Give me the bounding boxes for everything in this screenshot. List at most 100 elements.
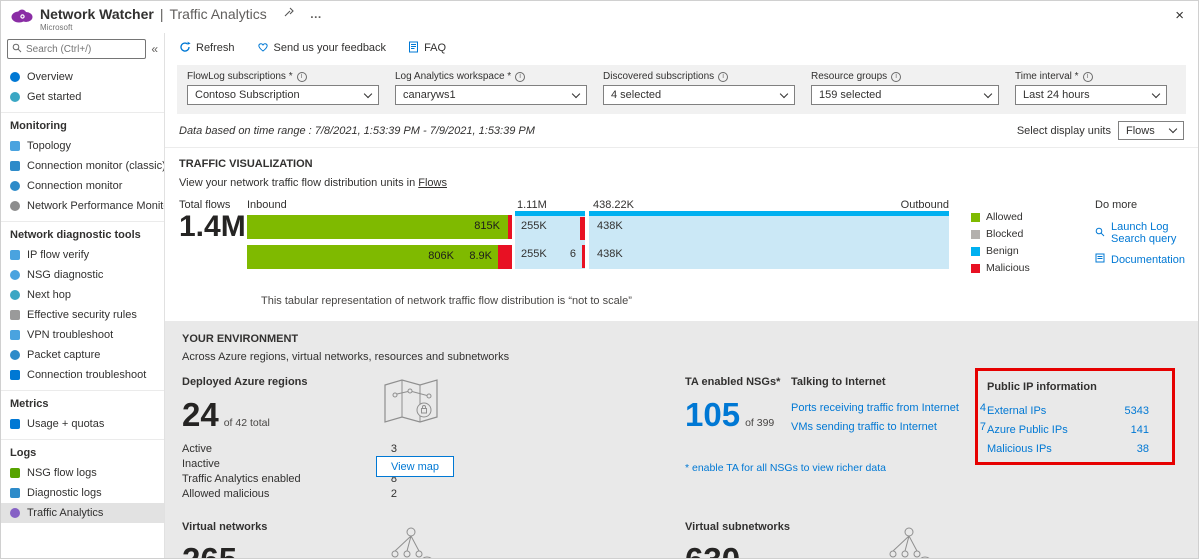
outbound-label: Outbound xyxy=(900,199,949,211)
effective-security-rules-icon xyxy=(10,310,20,320)
faq-button[interactable]: FAQ xyxy=(408,41,446,56)
inbound-row2-malicious-value: 8.9K xyxy=(469,250,492,262)
search-input[interactable] xyxy=(26,43,142,55)
title-block: Network Watcher | Traffic Analytics … Mi… xyxy=(40,6,322,32)
inbound-row2-malicious-segment xyxy=(498,245,512,269)
feedback-button[interactable]: Send us your feedback xyxy=(257,41,386,56)
sidebar-item-traffic-analytics[interactable]: Traffic Analytics xyxy=(1,503,164,523)
log-analytics-workspace-dropdown[interactable]: canaryws1 xyxy=(395,85,587,105)
display-units-label: Select display units xyxy=(1016,124,1111,137)
virtual-subnetworks-card: Virtual subnetworks 630 total xyxy=(685,521,790,558)
filter-bar: FlowLog subscriptions * i Contoso Subscri… xyxy=(177,65,1186,114)
legend-item-malicious: Malicious xyxy=(971,262,1030,274)
ta-enable-note: * enable TA for all NSGs to view richer … xyxy=(685,462,886,474)
total-flows-label: Total flows xyxy=(179,199,231,211)
map-icon xyxy=(383,376,439,431)
malicious-swatch xyxy=(971,263,980,273)
faq-document-icon xyxy=(408,41,419,56)
next-hop-icon xyxy=(10,290,20,300)
azure-public-ips-link[interactable]: Azure Public IPs 141 xyxy=(987,424,1149,436)
sidebar-section-network-diagnostic-tools: Network diagnostic tools xyxy=(1,221,164,245)
filter-flowlog-subscriptions: FlowLog subscriptions * i Contoso Subscri… xyxy=(187,71,379,105)
regions-row-active: Active 3 xyxy=(182,443,397,455)
sidebar-item-nsg-flow-logs[interactable]: NSG flow logs xyxy=(1,463,164,483)
talking-to-internet-title: Talking to Internet xyxy=(791,376,886,388)
virtual-subnetworks-title: Virtual subnetworks xyxy=(685,521,790,533)
sidebar-item-usage-quotas[interactable]: Usage + quotas xyxy=(1,414,164,434)
usage-quotas-icon xyxy=(10,419,20,429)
virtual-subnetworks-count: 630 xyxy=(685,541,740,558)
benign-swatch xyxy=(971,246,980,256)
chevron-down-icon xyxy=(779,89,789,98)
close-icon[interactable]: × xyxy=(1175,7,1184,24)
launch-log-search-link[interactable]: Launch Log Search query xyxy=(1095,221,1185,245)
vms-sending-traffic-link[interactable]: VMs sending traffic to Internet 7 xyxy=(791,421,986,433)
sidebar-item-diagnostic-logs[interactable]: Diagnostic logs xyxy=(1,483,164,503)
chevron-down-icon xyxy=(1168,124,1178,134)
sidebar-item-vpn-troubleshoot[interactable]: VPN troubleshoot xyxy=(1,325,164,345)
traffic-analytics-icon xyxy=(10,508,20,518)
chevron-down-icon xyxy=(1151,89,1161,98)
traffic-visualization-title: TRAFFIC VISUALIZATION xyxy=(179,158,313,170)
resource-groups-dropdown[interactable]: 159 selected xyxy=(811,85,999,105)
info-icon[interactable]: i xyxy=(1082,71,1093,82)
connection-monitor-icon xyxy=(10,181,20,191)
sidebar-item-topology[interactable]: Topology xyxy=(1,136,164,156)
virtual-networks-title: Virtual networks xyxy=(182,521,268,533)
sidebar-item-get-started[interactable]: Get started xyxy=(1,87,164,107)
inbound-label: Inbound xyxy=(247,199,287,211)
info-icon[interactable]: i xyxy=(515,71,526,82)
sidebar-item-connection-troubleshoot[interactable]: Connection troubleshoot xyxy=(1,365,164,385)
sidebar-item-packet-capture[interactable]: Packet capture xyxy=(1,345,164,365)
virtual-network-icon xyxy=(383,524,439,558)
sidebar-item-nsg-diagnostic[interactable]: NSG diagnostic xyxy=(1,265,164,285)
filter-discovered-subscriptions: Discovered subscriptions i 4 selected xyxy=(603,71,795,105)
discovered-subscriptions-dropdown[interactable]: 4 selected xyxy=(603,85,795,105)
malicious-ips-link[interactable]: Malicious IPs 38 xyxy=(987,443,1149,455)
more-options-icon[interactable]: … xyxy=(309,7,322,21)
external-ips-link[interactable]: External IPs 5343 xyxy=(987,405,1149,417)
ports-receiving-traffic-link[interactable]: Ports receiving traffic from Internet 4 xyxy=(791,402,986,414)
chart-legend: Allowed Blocked Benign Malicious xyxy=(971,211,1030,279)
view-map-button[interactable]: View map xyxy=(376,456,454,477)
sidebar-section-metrics: Metrics xyxy=(1,390,164,414)
outbound-row2-value: 438K xyxy=(597,248,623,260)
connection-troubleshoot-icon xyxy=(10,370,20,380)
get-started-icon xyxy=(10,92,20,102)
middle-row2-value: 255K xyxy=(521,248,547,260)
diagnostic-logs-icon xyxy=(10,488,20,498)
sidebar-item-effective-security-rules[interactable]: Effective security rules xyxy=(1,305,164,325)
sidebar-item-network-performance-monitor[interactable]: Network Performance Monitor xyxy=(1,196,164,216)
traffic-flow-chart: Total flows 1.4M Inbound 1.11M 438.22K O… xyxy=(179,199,1185,289)
main-content: Refresh Send us your feedback FAQ FlowLo… xyxy=(165,33,1198,558)
documentation-link[interactable]: Documentation xyxy=(1095,253,1185,266)
info-icon[interactable]: i xyxy=(718,71,729,82)
filter-log-analytics-workspace: Log Analytics workspace * i canaryws1 xyxy=(395,71,587,105)
sidebar-item-connection-monitor[interactable]: Connection monitor xyxy=(1,176,164,196)
time-interval-dropdown[interactable]: Last 24 hours xyxy=(1015,85,1167,105)
collapse-sidebar-icon[interactable]: « xyxy=(151,42,158,56)
app-title: Network Watcher xyxy=(40,6,154,22)
display-units-dropdown[interactable]: Flows xyxy=(1118,121,1184,140)
sidebar-item-ip-flow-verify[interactable]: IP flow verify xyxy=(1,245,164,265)
deployed-regions-card: Deployed Azure regions 24 of 42 total Ac… xyxy=(182,376,397,503)
info-icon[interactable]: i xyxy=(296,71,307,82)
sidebar: « Overview Get started Monitoring Topolo… xyxy=(1,33,165,558)
sidebar-section-logs: Logs xyxy=(1,439,164,463)
flowlog-subscriptions-dropdown[interactable]: Contoso Subscription xyxy=(187,85,379,105)
chevron-down-icon xyxy=(983,89,993,98)
flows-link[interactable]: Flows xyxy=(418,177,447,189)
inbound-bar-row1: 815K xyxy=(247,215,512,239)
blocked-swatch xyxy=(971,229,980,239)
info-icon[interactable]: i xyxy=(891,71,902,82)
sidebar-item-connection-monitor-classic[interactable]: Connection monitor (classic) xyxy=(1,156,164,176)
pin-icon[interactable] xyxy=(283,7,294,21)
sidebar-item-overview[interactable]: Overview xyxy=(1,67,164,87)
network-watcher-logo-icon xyxy=(11,8,33,26)
middle-row1-value: 255K xyxy=(521,220,547,232)
refresh-button[interactable]: Refresh xyxy=(179,41,235,56)
benign-strip xyxy=(515,211,585,216)
sidebar-item-next-hop[interactable]: Next hop xyxy=(1,285,164,305)
your-environment-section: YOUR ENVIRONMENT Across Azure regions, v… xyxy=(165,321,1198,558)
legend-item-allowed: Allowed xyxy=(971,211,1030,223)
